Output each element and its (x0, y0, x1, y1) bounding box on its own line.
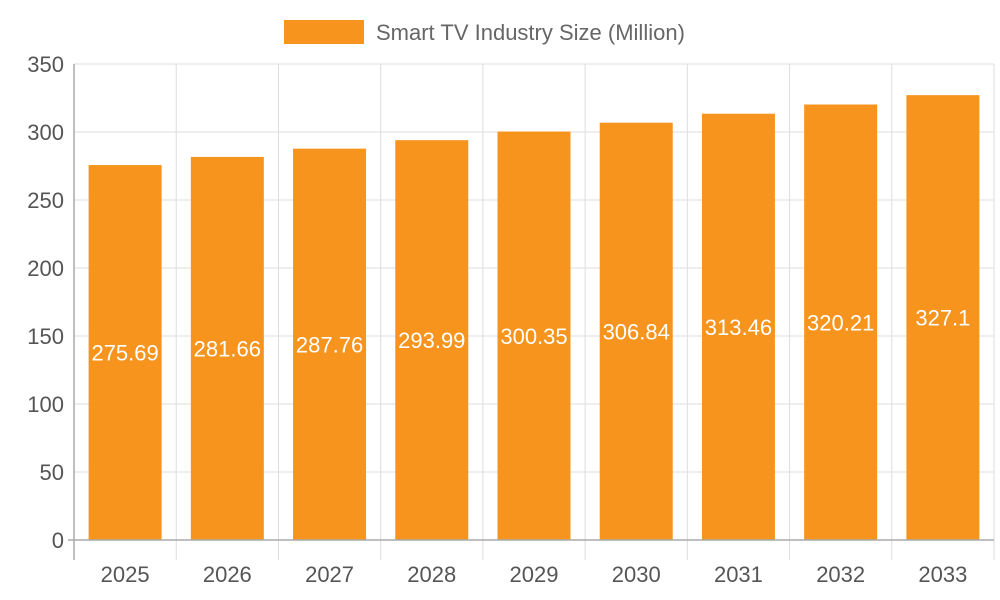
bar[interactable] (599, 122, 673, 540)
bar[interactable] (88, 165, 162, 541)
bars (88, 95, 980, 541)
axes (68, 64, 994, 560)
data-labels: 275.69 281.66 287.76 293.99 300.35 306.84 313.… (91, 306, 970, 366)
data-label: 306.84 (603, 319, 670, 344)
x-tick-label: 2033 (918, 562, 967, 587)
x-tick-label: 2028 (407, 562, 456, 587)
bar[interactable] (497, 131, 571, 541)
y-tick-label: 100 (27, 392, 64, 417)
data-label: 275.69 (91, 341, 158, 366)
bar[interactable] (293, 148, 367, 540)
legend-label: Smart TV Industry Size (Million) (376, 20, 685, 45)
x-tick-label: 2030 (612, 562, 661, 587)
data-label: 320.21 (807, 310, 874, 335)
y-tick-label: 50 (40, 460, 64, 485)
x-tick-label: 2032 (816, 562, 865, 587)
x-tick-labels: 2025 2026 2027 2028 2029 2030 2031 2032 2033 (101, 562, 968, 587)
legend[interactable]: Smart TV Industry Size (Million) (284, 20, 685, 45)
data-label: 293.99 (398, 328, 465, 353)
bar[interactable] (906, 95, 980, 541)
bar[interactable] (190, 156, 264, 541)
x-tick-label: 2029 (510, 562, 559, 587)
data-label: 313.46 (705, 315, 772, 340)
y-tick-label: 0 (52, 528, 64, 553)
bar[interactable] (701, 113, 775, 540)
data-label: 327.1 (915, 306, 970, 331)
y-tick-label: 300 (27, 120, 64, 145)
x-tick-label: 2027 (305, 562, 354, 587)
y-tick-label: 150 (27, 324, 64, 349)
bar[interactable] (804, 104, 878, 540)
data-label: 287.76 (296, 332, 363, 357)
y-tick-label: 200 (27, 256, 64, 281)
legend-swatch (284, 20, 364, 44)
x-tick-label: 2025 (101, 562, 150, 587)
y-tick-label: 350 (27, 52, 64, 77)
x-tick-label: 2031 (714, 562, 763, 587)
data-label: 300.35 (500, 324, 567, 349)
y-tick-label: 250 (27, 188, 64, 213)
y-tick-labels: 0 50 100 150 200 250 300 350 (27, 52, 64, 553)
data-label: 281.66 (194, 336, 261, 361)
bar[interactable] (395, 140, 469, 541)
x-tick-label: 2026 (203, 562, 252, 587)
